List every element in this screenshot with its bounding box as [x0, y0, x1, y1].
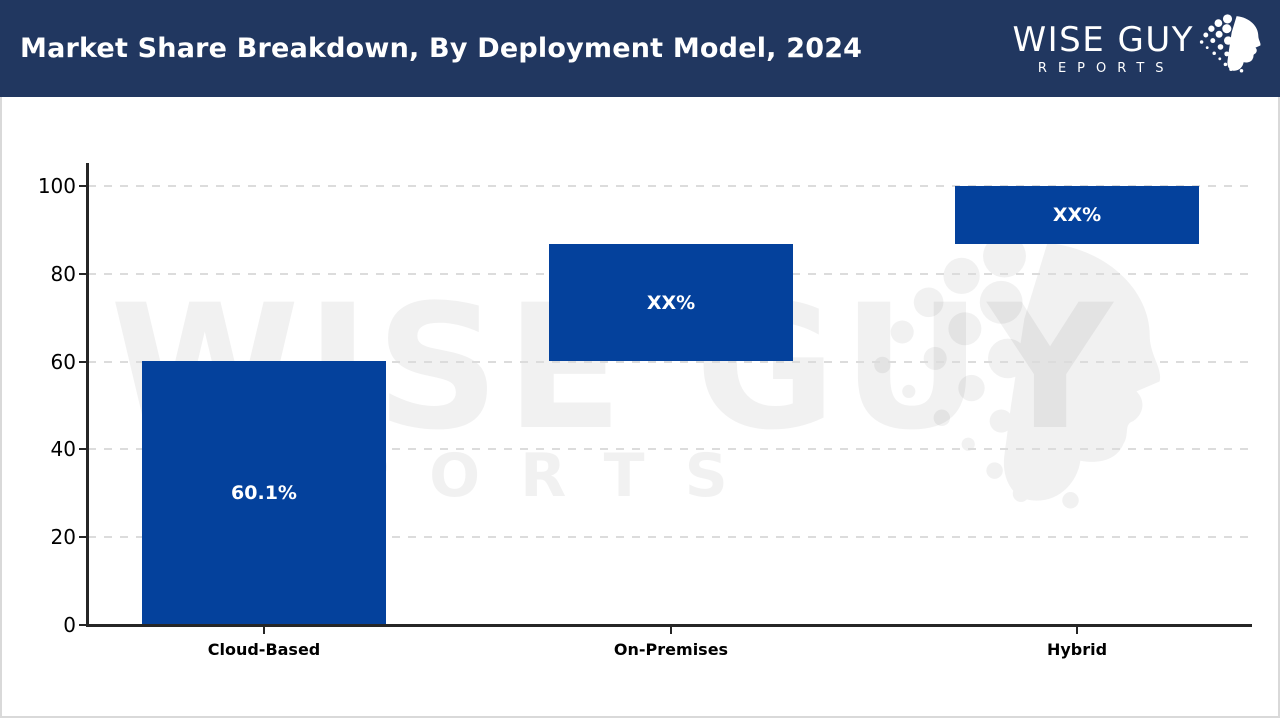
y-gridline	[88, 448, 1252, 451]
category-label: On-Premises	[613, 640, 729, 659]
y-tick-label: 60	[50, 349, 76, 374]
y-axis-line	[86, 163, 89, 627]
dotted-head-icon	[1199, 13, 1261, 72]
bar-cloud-based: 60.1%	[142, 361, 386, 625]
y-gridline	[88, 360, 1252, 363]
x-tick-mark	[670, 627, 672, 634]
y-tick-mark	[79, 536, 86, 539]
y-tick-mark	[79, 624, 86, 626]
x-tick-mark	[1076, 627, 1078, 634]
category-label: Hybrid	[1046, 640, 1108, 659]
y-tick-mark	[79, 360, 86, 363]
bar-value-label: XX%	[1052, 203, 1102, 226]
y-gridline	[88, 536, 1252, 539]
logo-name-text: WISE GUY	[1012, 19, 1194, 60]
y-gridline	[88, 185, 1252, 187]
x-axis-line	[86, 624, 1252, 627]
y-tick-label: 20	[50, 525, 76, 550]
y-tick-mark	[79, 448, 86, 451]
bar-value-label: XX%	[646, 291, 696, 314]
x-tick-mark	[263, 627, 265, 634]
y-tick-mark	[79, 272, 86, 275]
page-title: Market Share Breakdown, By Deployment Mo…	[20, 33, 863, 64]
y-tick-label: 100	[37, 174, 76, 198]
wiseguy-logo: WISE GUY REPORTS	[1012, 7, 1266, 91]
category-label: Cloud-Based	[207, 640, 321, 659]
y-tick-label: 0	[63, 613, 76, 637]
logo-sub-text: REPORTS	[1037, 60, 1175, 76]
y-tick-label: 40	[50, 437, 76, 462]
y-tick-mark	[79, 185, 86, 187]
bar-on-premises: XX%	[549, 243, 793, 362]
bar-value-label: 60.1%	[231, 482, 297, 505]
wiseguy-logo-text: WISE GUY REPORTS	[1012, 23, 1194, 75]
y-tick-label: 80	[50, 261, 76, 286]
header-bar: Market Share Breakdown, By Deployment Mo…	[0, 0, 1280, 97]
bar-hybrid: XX%	[955, 186, 1199, 244]
